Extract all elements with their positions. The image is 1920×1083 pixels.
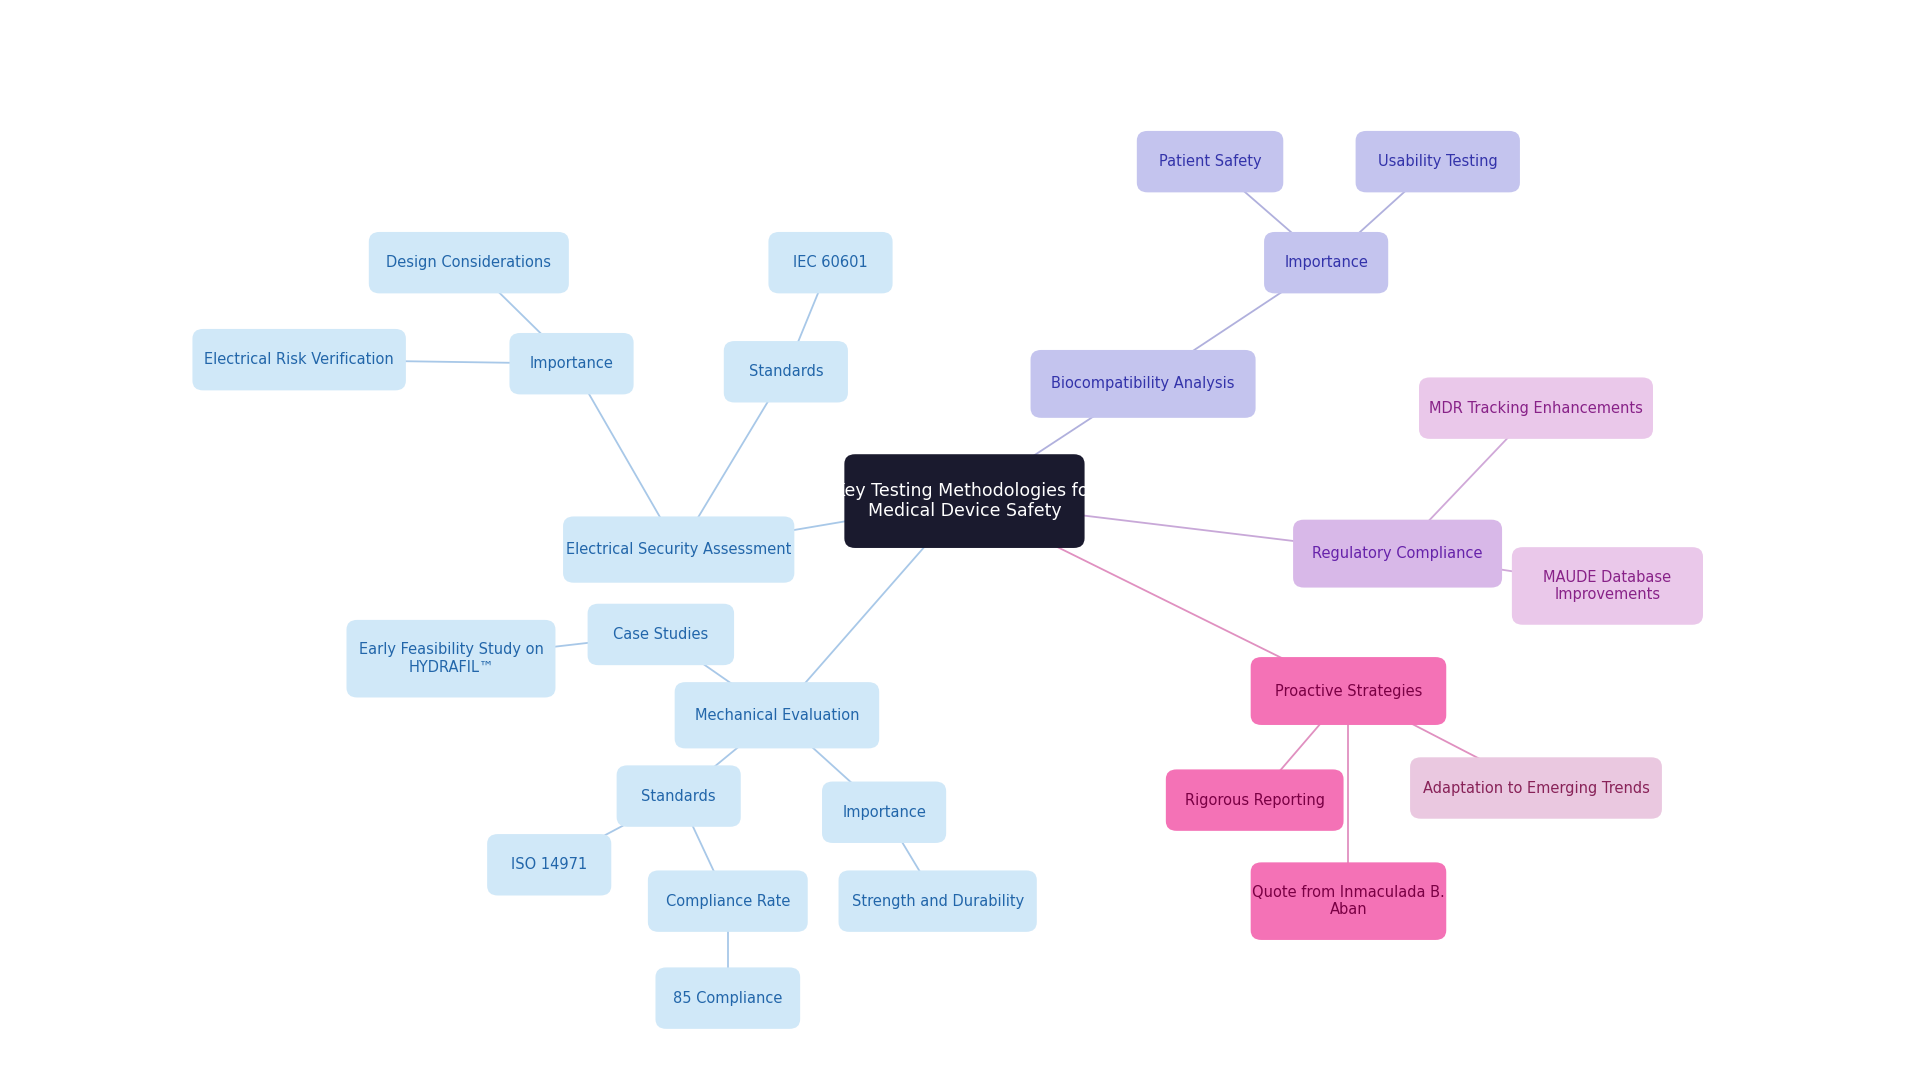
FancyBboxPatch shape — [674, 682, 879, 748]
FancyBboxPatch shape — [1511, 547, 1703, 625]
FancyBboxPatch shape — [647, 871, 808, 931]
Text: Case Studies: Case Studies — [612, 627, 708, 642]
Text: IEC 60601: IEC 60601 — [793, 256, 868, 270]
FancyBboxPatch shape — [655, 967, 801, 1029]
Text: Compliance Rate: Compliance Rate — [666, 893, 789, 909]
FancyBboxPatch shape — [724, 341, 849, 403]
FancyBboxPatch shape — [1292, 520, 1501, 588]
FancyBboxPatch shape — [369, 232, 568, 293]
FancyBboxPatch shape — [1250, 862, 1446, 940]
FancyBboxPatch shape — [563, 517, 795, 583]
Text: MDR Tracking Enhancements: MDR Tracking Enhancements — [1428, 401, 1644, 416]
FancyBboxPatch shape — [346, 619, 555, 697]
Text: Quote from Inmaculada B.
Aban: Quote from Inmaculada B. Aban — [1252, 885, 1446, 917]
FancyBboxPatch shape — [839, 871, 1037, 931]
FancyBboxPatch shape — [1409, 757, 1663, 819]
FancyBboxPatch shape — [845, 454, 1085, 548]
FancyBboxPatch shape — [1165, 769, 1344, 831]
FancyBboxPatch shape — [1419, 378, 1653, 439]
FancyBboxPatch shape — [1263, 232, 1388, 293]
Text: Mechanical Evaluation: Mechanical Evaluation — [695, 708, 858, 722]
FancyBboxPatch shape — [1356, 131, 1521, 193]
Text: ISO 14971: ISO 14971 — [511, 858, 588, 872]
Text: Importance: Importance — [1284, 256, 1369, 270]
FancyBboxPatch shape — [1031, 350, 1256, 418]
Text: Electrical Security Assessment: Electrical Security Assessment — [566, 543, 791, 557]
Text: Patient Safety: Patient Safety — [1160, 154, 1261, 169]
FancyBboxPatch shape — [488, 834, 611, 896]
Text: Key Testing Methodologies for
Medical Device Safety: Key Testing Methodologies for Medical De… — [833, 482, 1094, 521]
FancyBboxPatch shape — [192, 329, 405, 390]
Text: Proactive Strategies: Proactive Strategies — [1275, 683, 1423, 699]
Text: Importance: Importance — [843, 805, 925, 820]
FancyBboxPatch shape — [509, 332, 634, 394]
FancyBboxPatch shape — [768, 232, 893, 293]
FancyBboxPatch shape — [1250, 657, 1446, 725]
Text: MAUDE Database
Improvements: MAUDE Database Improvements — [1544, 570, 1672, 602]
Text: 85 Compliance: 85 Compliance — [674, 991, 783, 1006]
Text: Early Feasibility Study on
HYDRAFIL™: Early Feasibility Study on HYDRAFIL™ — [359, 642, 543, 675]
Text: Design Considerations: Design Considerations — [386, 256, 551, 270]
Text: Strength and Durability: Strength and Durability — [852, 893, 1023, 909]
Text: Adaptation to Emerging Trends: Adaptation to Emerging Trends — [1423, 781, 1649, 796]
FancyBboxPatch shape — [822, 782, 947, 843]
Text: Biocompatibility Analysis: Biocompatibility Analysis — [1052, 377, 1235, 391]
FancyBboxPatch shape — [1137, 131, 1283, 193]
Text: Standards: Standards — [641, 788, 716, 804]
Text: Standards: Standards — [749, 364, 824, 379]
Text: Electrical Risk Verification: Electrical Risk Verification — [204, 352, 394, 367]
Text: Importance: Importance — [530, 356, 614, 371]
Text: Usability Testing: Usability Testing — [1379, 154, 1498, 169]
Text: Regulatory Compliance: Regulatory Compliance — [1313, 546, 1482, 561]
FancyBboxPatch shape — [616, 766, 741, 826]
FancyBboxPatch shape — [588, 603, 733, 665]
Text: Rigorous Reporting: Rigorous Reporting — [1185, 793, 1325, 808]
